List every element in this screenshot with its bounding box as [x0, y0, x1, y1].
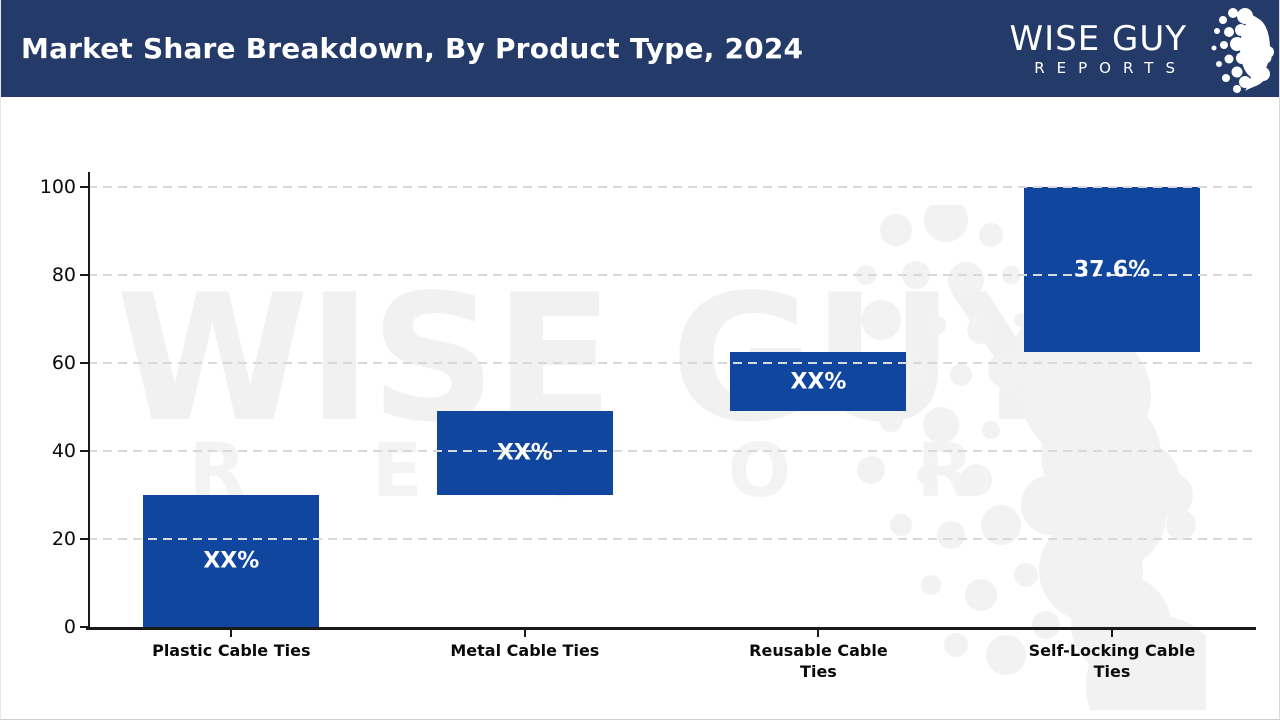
- y-tick-20: [80, 538, 88, 540]
- bar-value-label-plastic-cable-ties: XX%: [203, 548, 260, 574]
- y-tick-40: [80, 450, 88, 452]
- x-tick-label-metal-cable-ties: Metal Cable Ties: [450, 641, 600, 660]
- gridline-y100: [88, 186, 1256, 188]
- x-tick-label-self-locking-cable-ties: Self-Locking Cable Ties: [1028, 641, 1196, 681]
- y-tick-80: [80, 274, 88, 276]
- dotted-head-icon: [1211, 7, 1274, 93]
- y-tick-label-80: 80: [51, 264, 76, 286]
- watermark-subtitle: R E P O R T S: [189, 428, 1280, 514]
- logo-text: WISE GUY REPORTS: [1009, 21, 1187, 77]
- bar-metal-cable-ties: [436, 411, 613, 495]
- gridline-y60: [88, 362, 1256, 364]
- bar-plastic-cable-ties: [143, 495, 320, 627]
- x-tick-metal-cable-ties: [523, 629, 526, 637]
- gridline-y40: [88, 450, 1256, 452]
- y-tick-label-40: 40: [51, 440, 76, 462]
- gridline-y20: [88, 538, 1256, 540]
- x-tick-label-plastic-cable-ties: Plastic Cable Ties: [152, 641, 311, 660]
- y-tick-label-100: 100: [39, 176, 76, 198]
- x-axis-spine: [86, 627, 1256, 630]
- y-tick-label-20: 20: [51, 528, 76, 550]
- x-tick-plastic-cable-ties: [230, 629, 233, 637]
- x-tick-label-reusable-cable-ties: Reusable Cable Ties: [749, 641, 888, 681]
- wise-guy-reports-logo: WISE GUY REPORTS: [1009, 4, 1279, 94]
- y-tick-label-0: 0: [63, 616, 76, 638]
- gridline-y80: [88, 274, 1256, 276]
- y-tick-60: [80, 362, 88, 364]
- y-tick-0: [80, 626, 88, 628]
- y-tick-100: [80, 186, 88, 188]
- header-band: Market Share Breakdown, By Product Type,…: [1, 0, 1279, 97]
- y-axis-spine: [88, 172, 90, 630]
- page-title: Market Share Breakdown, By Product Type,…: [21, 32, 804, 65]
- logo-wordmark: WISE GUY: [1009, 18, 1187, 59]
- x-tick-reusable-cable-ties: [817, 629, 820, 637]
- bar-value-label-metal-cable-ties: XX%: [496, 440, 553, 466]
- y-tick-label-60: 60: [51, 352, 76, 374]
- bar-value-label-self-locking-cable-ties: 37.6%: [1073, 257, 1151, 283]
- bar-value-label-reusable-cable-ties: XX%: [790, 369, 847, 395]
- logo-subtitle: REPORTS: [1034, 58, 1187, 77]
- x-tick-self-locking-cable-ties: [1111, 629, 1113, 637]
